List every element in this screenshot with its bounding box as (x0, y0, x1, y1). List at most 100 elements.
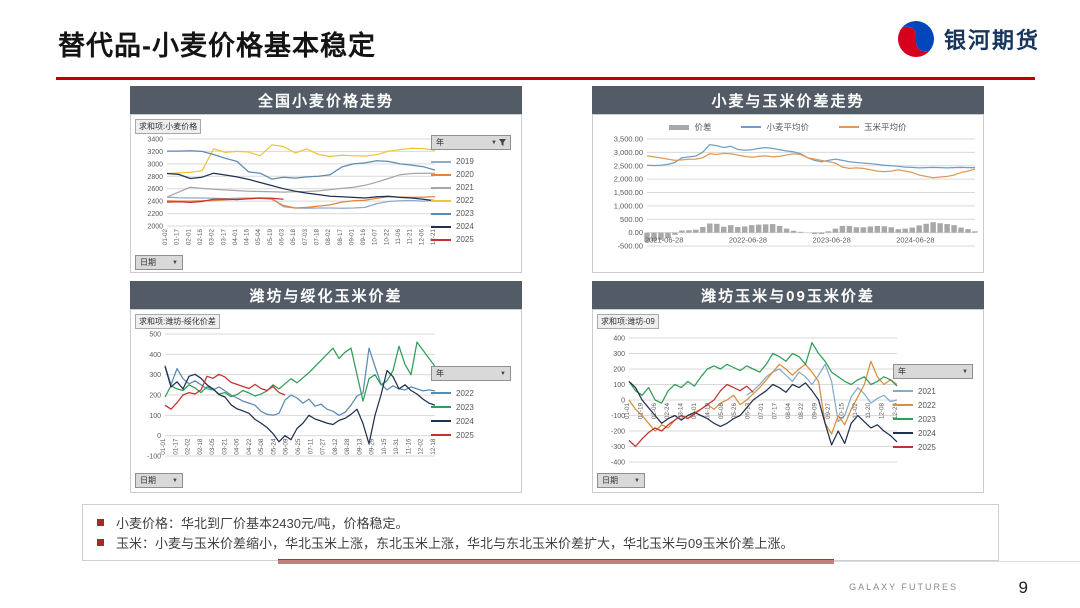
company-logo: 银河期货 (897, 20, 1040, 58)
svg-text:-400: -400 (611, 460, 625, 467)
legend-label: 2025 (456, 430, 474, 440)
legend-item-玉米平均价: 玉米平均价 (839, 122, 907, 132)
date-filter-button[interactable]: 日期 ▼ (135, 473, 183, 488)
svg-text:07-01: 07-01 (758, 403, 765, 420)
svg-text:01-19: 01-19 (637, 403, 644, 420)
svg-text:300: 300 (149, 372, 161, 379)
chart-legend: 年 ▼ 2022 2023 2024 2025 (431, 366, 515, 442)
svg-text:04-06: 04-06 (234, 438, 241, 455)
svg-text:09-27: 09-27 (825, 403, 832, 420)
svg-text:2000: 2000 (147, 224, 163, 231)
legend-item-2022: 2022 (893, 398, 977, 412)
chart-body: 求和项:小麦价格 2000 2200 2400 2600 2800 3000 3200 3400… (130, 114, 522, 273)
svg-text:2400: 2400 (147, 199, 163, 206)
chart-plot: -100 0 100 200 300 400 500 01-01 01-17 02-02 02-18… (147, 332, 437, 461)
legend-swatch (893, 418, 913, 420)
svg-text:08-12: 08-12 (332, 438, 339, 455)
svg-text:04-01: 04-01 (232, 229, 239, 246)
legend-item-价差: 价差 (669, 122, 711, 132)
chart-title: 小麦与玉米价差走势 (592, 86, 984, 114)
year-filter-button[interactable]: 年 ▼ (893, 364, 973, 379)
legend-label: 2022 (456, 196, 474, 205)
legend-swatch (893, 432, 913, 434)
legend-item-2020: 2020 (431, 168, 515, 181)
svg-text:01-02: 01-02 (162, 229, 169, 246)
chart-body: -500.00 0.00 500.00 1,000.00 1,500.00 2,000.0… (592, 114, 984, 273)
legend-label: 2022 (918, 400, 936, 410)
chevron-down-icon: ▼ (962, 368, 968, 375)
svg-text:2600: 2600 (147, 186, 163, 193)
legend-swatch (431, 160, 451, 163)
note-corn-text: 玉米：小麦与玉米价差缩小，华北玉米上涨，东北玉米上涨，华北与东北玉米价差扩大，华… (116, 536, 794, 551)
legend-label: 2021 (456, 183, 474, 192)
svg-text:10-22: 10-22 (383, 229, 390, 246)
chart-legend: 价差 小麦平均价 玉米平均价 (593, 122, 983, 132)
svg-text:-200: -200 (611, 429, 625, 436)
legend-swatch (431, 420, 451, 422)
svg-text:200: 200 (149, 393, 161, 400)
bullet-square-icon (97, 519, 104, 526)
chart-panel-weifang-09-spread: 潍坊玉米与09玉米价差 求和项:潍坊-09 -400 -300 -200 -100 0 10… (592, 281, 984, 493)
chart-legend: 年 ▼ 2021 2022 2023 2024 2025 (893, 364, 977, 454)
bullet-square-icon (97, 539, 104, 546)
legend-label: 2021 (918, 386, 936, 396)
svg-text:-300: -300 (611, 444, 625, 451)
chart-body: 求和项:潍坊-09 -400 -300 -200 -100 0 100 200 300 400 01… (592, 309, 984, 493)
svg-text:09-29: 09-29 (369, 438, 376, 455)
svg-text:05-19: 05-19 (267, 229, 274, 246)
svg-text:10-15: 10-15 (381, 438, 388, 455)
pivot-field-label: 求和项:小麦价格 (135, 119, 202, 134)
svg-text:08-22: 08-22 (798, 403, 805, 420)
legend-swatch (431, 238, 451, 241)
legend-item-2022: 2022 (431, 194, 515, 207)
legend-label: 小麦平均价 (766, 122, 809, 132)
svg-text:11-16: 11-16 (406, 438, 413, 454)
page-title: 替代品-小麦价格基本稳定 (58, 31, 376, 61)
svg-text:06-13: 06-13 (745, 403, 752, 420)
legend-label: 2024 (456, 222, 474, 231)
title-underline (56, 77, 1035, 80)
svg-text:03-05: 03-05 (209, 438, 216, 455)
note-wheat: 小麦价格：华北到厂价基本2430元/吨，价格稳定。 (97, 513, 984, 532)
svg-text:08-17: 08-17 (337, 229, 344, 246)
svg-text:03-17: 03-17 (220, 229, 227, 246)
svg-text:0: 0 (157, 433, 161, 440)
svg-text:2,000.00: 2,000.00 (614, 175, 643, 184)
chart-plot: -400 -300 -200 -100 0 100 200 300 400 01-01 01-19 0… (611, 336, 899, 467)
svg-text:400: 400 (613, 336, 625, 343)
footer-brand: GALAXY FUTURES (849, 582, 958, 592)
svg-text:2021-06-28: 2021-06-28 (645, 236, 683, 245)
svg-text:12-06: 12-06 (418, 229, 425, 246)
year-filter-button[interactable]: 年 ▼ (431, 366, 511, 381)
svg-text:2022-06-28: 2022-06-28 (729, 236, 767, 245)
svg-text:09-13: 09-13 (356, 438, 363, 455)
footer-divider (834, 561, 1080, 562)
svg-text:200: 200 (613, 367, 625, 374)
year-filter-button[interactable]: 年 ▼ (431, 135, 511, 150)
svg-text:04-19: 04-19 (704, 403, 711, 420)
legend-label: 2022 (456, 388, 474, 398)
note-wheat-text: 小麦价格：华北到厂价基本2430元/吨，价格稳定。 (116, 516, 409, 531)
svg-text:12-18: 12-18 (430, 438, 437, 455)
legend-label: 2023 (456, 402, 474, 412)
legend-label: 价差 (694, 122, 712, 132)
date-filter-button[interactable]: 日期 ▼ (135, 255, 183, 270)
svg-text:07-17: 07-17 (771, 403, 778, 420)
svg-text:08-04: 08-04 (785, 403, 792, 420)
legend-label: 2025 (456, 235, 474, 244)
svg-text:07-27: 07-27 (320, 438, 327, 455)
svg-text:0: 0 (621, 398, 625, 405)
legend-item-2021: 2021 (893, 384, 977, 398)
date-filter-button[interactable]: 日期 ▼ (597, 473, 645, 488)
legend-swatch (431, 434, 451, 436)
legend-item-2025: 2025 (893, 440, 977, 454)
legend-label: 2023 (918, 414, 936, 424)
legend-item-2021: 2021 (431, 181, 515, 194)
notes-red-underline (278, 559, 834, 564)
svg-text:12-02: 12-02 (418, 438, 425, 455)
legend-item-2019: 2019 (431, 155, 515, 168)
svg-text:02-01: 02-01 (185, 229, 192, 246)
svg-text:11-20: 11-20 (865, 403, 872, 419)
svg-text:06-03: 06-03 (279, 229, 286, 246)
